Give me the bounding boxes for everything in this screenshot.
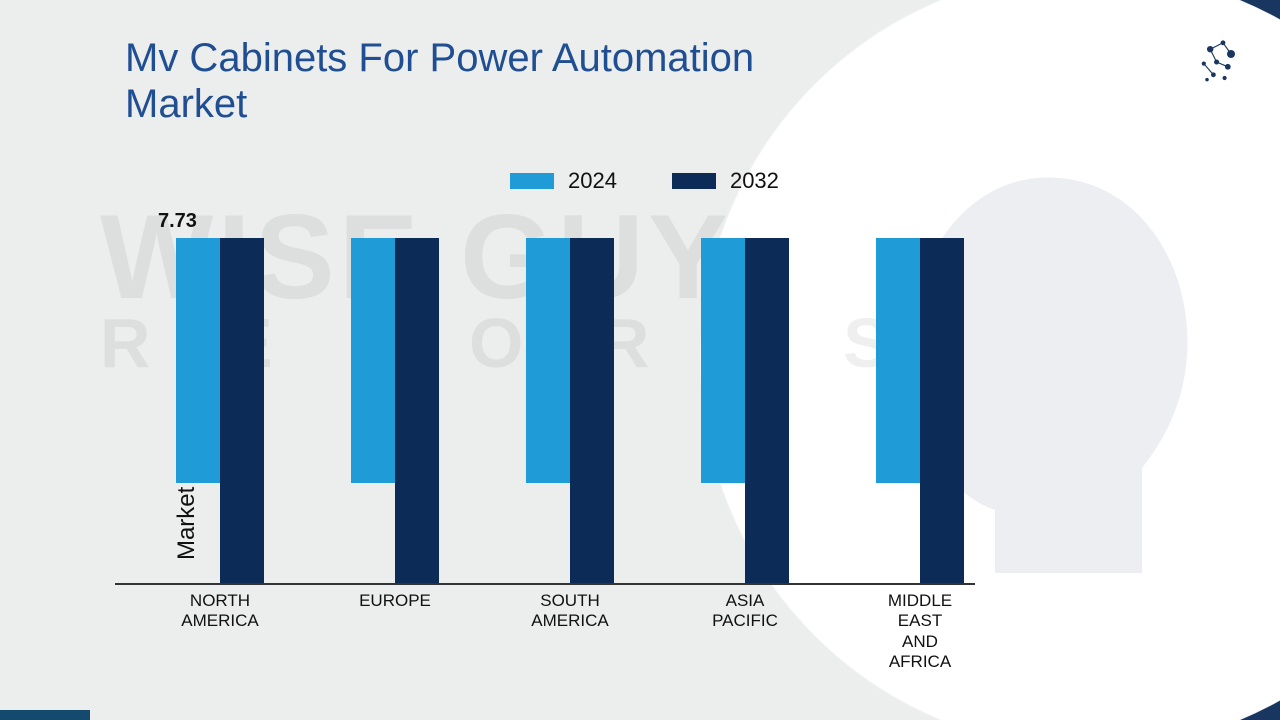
bar xyxy=(351,238,395,483)
bottom-accent-bar xyxy=(0,710,90,720)
bar-group: SOUTH AMERICA xyxy=(510,238,630,583)
bar xyxy=(745,238,789,583)
canvas: WISE GUY R E P O R T S Mv Cabinets For P… xyxy=(0,0,1280,720)
logo-word-wise: WISE xyxy=(975,20,1075,61)
bar-group: 7.73NORTH AMERICA xyxy=(160,238,280,583)
bar-value-label: 7.73 xyxy=(158,210,197,233)
x-axis-label: ASIA PACIFIC xyxy=(680,591,810,632)
x-axis-label: SOUTH AMERICA xyxy=(505,591,635,632)
bar xyxy=(876,238,920,483)
plot-area: 7.73NORTH AMERICA EUROPE SOUTH AMERICA ASIA… xyxy=(115,205,975,585)
bar-group: MIDDLE EAST AND AFRICA xyxy=(860,238,980,583)
brand-logo: WISEGUY REPORTS xyxy=(975,20,1255,110)
bar xyxy=(701,238,745,483)
bar xyxy=(920,238,964,583)
bar xyxy=(570,238,614,583)
bar: 7.73 xyxy=(176,238,220,483)
bar xyxy=(526,238,570,483)
bar xyxy=(220,238,264,583)
logo-head-icon xyxy=(1175,22,1255,110)
chart-title: Mv Cabinets For Power Automation Market xyxy=(125,35,845,127)
bar-group: ASIA PACIFIC xyxy=(685,238,805,583)
bar xyxy=(395,238,439,583)
logo-word-guy: GUY xyxy=(1075,20,1159,61)
x-axis-label: NORTH AMERICA xyxy=(155,591,285,632)
bar-group: EUROPE xyxy=(335,238,455,583)
x-axis-label: MIDDLE EAST AND AFRICA xyxy=(855,591,985,673)
chart-area: Market Size in USD Billion 7.73NORTH AME… xyxy=(95,155,975,685)
x-axis-label: EUROPE xyxy=(330,591,460,611)
